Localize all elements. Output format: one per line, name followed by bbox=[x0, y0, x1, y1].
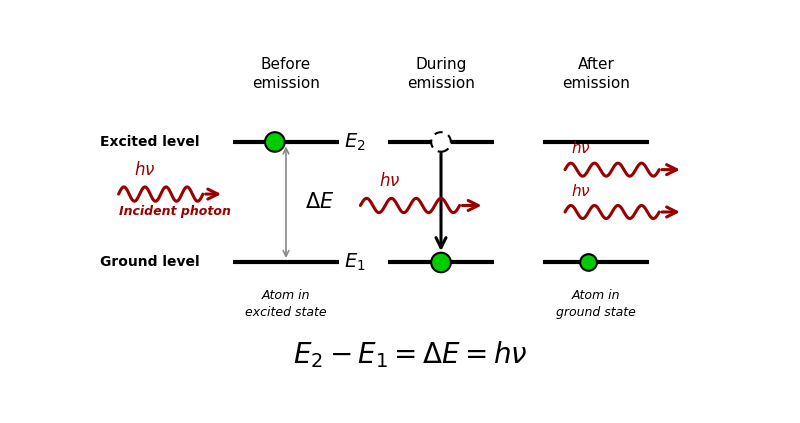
Text: After
emission: After emission bbox=[562, 57, 630, 91]
Text: Ground level: Ground level bbox=[100, 255, 200, 269]
Text: $h\nu$: $h\nu$ bbox=[379, 172, 401, 190]
Ellipse shape bbox=[580, 254, 597, 271]
Ellipse shape bbox=[431, 253, 451, 272]
Ellipse shape bbox=[265, 132, 285, 152]
Text: During
emission: During emission bbox=[407, 57, 475, 91]
Text: $h\nu$: $h\nu$ bbox=[571, 140, 591, 157]
Text: $h\nu$: $h\nu$ bbox=[134, 161, 155, 179]
Ellipse shape bbox=[431, 132, 451, 152]
Text: $E_2$: $E_2$ bbox=[344, 131, 366, 153]
Text: $E_2 - E_1 = \Delta E = h\nu$: $E_2 - E_1 = \Delta E = h\nu$ bbox=[293, 339, 527, 370]
Text: Atom in
ground state: Atom in ground state bbox=[556, 288, 636, 319]
Text: Atom in
excited state: Atom in excited state bbox=[245, 288, 327, 319]
Text: Excited level: Excited level bbox=[100, 135, 199, 149]
Text: Incident photon: Incident photon bbox=[118, 206, 230, 219]
Text: Before
emission: Before emission bbox=[252, 57, 320, 91]
Text: $\Delta E$: $\Delta E$ bbox=[305, 192, 334, 212]
Text: $h\nu$: $h\nu$ bbox=[571, 183, 591, 199]
Text: $E_1$: $E_1$ bbox=[344, 252, 366, 273]
